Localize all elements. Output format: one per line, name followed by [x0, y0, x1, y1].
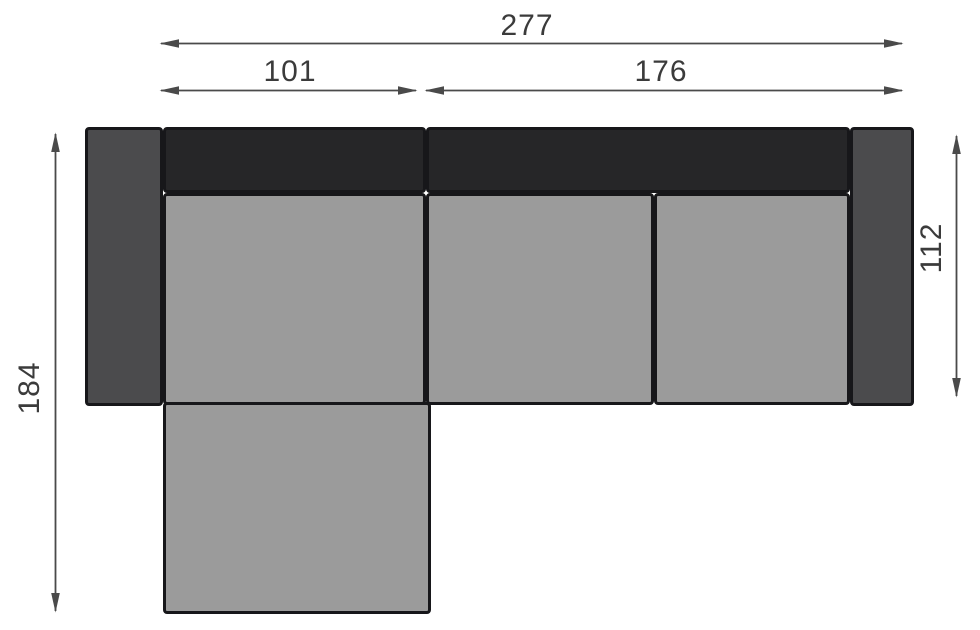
dimension-label-body-depth: 112	[915, 222, 948, 274]
middle-seat-cushion	[426, 193, 654, 405]
chaise-section	[163, 402, 431, 614]
right-armrest	[850, 127, 914, 406]
left-backrest	[163, 127, 426, 193]
right-backrest	[426, 127, 850, 193]
left-armrest	[85, 127, 163, 406]
dimension-label-left-section-width: 101	[263, 55, 317, 88]
dimension-label-total-depth: 184	[13, 361, 46, 415]
dimension-label-right-section-width: 176	[634, 55, 688, 88]
dimension-label-total-width: 277	[500, 9, 554, 42]
right-seat-cushion	[654, 193, 850, 405]
left-seat-cushion	[163, 193, 426, 405]
